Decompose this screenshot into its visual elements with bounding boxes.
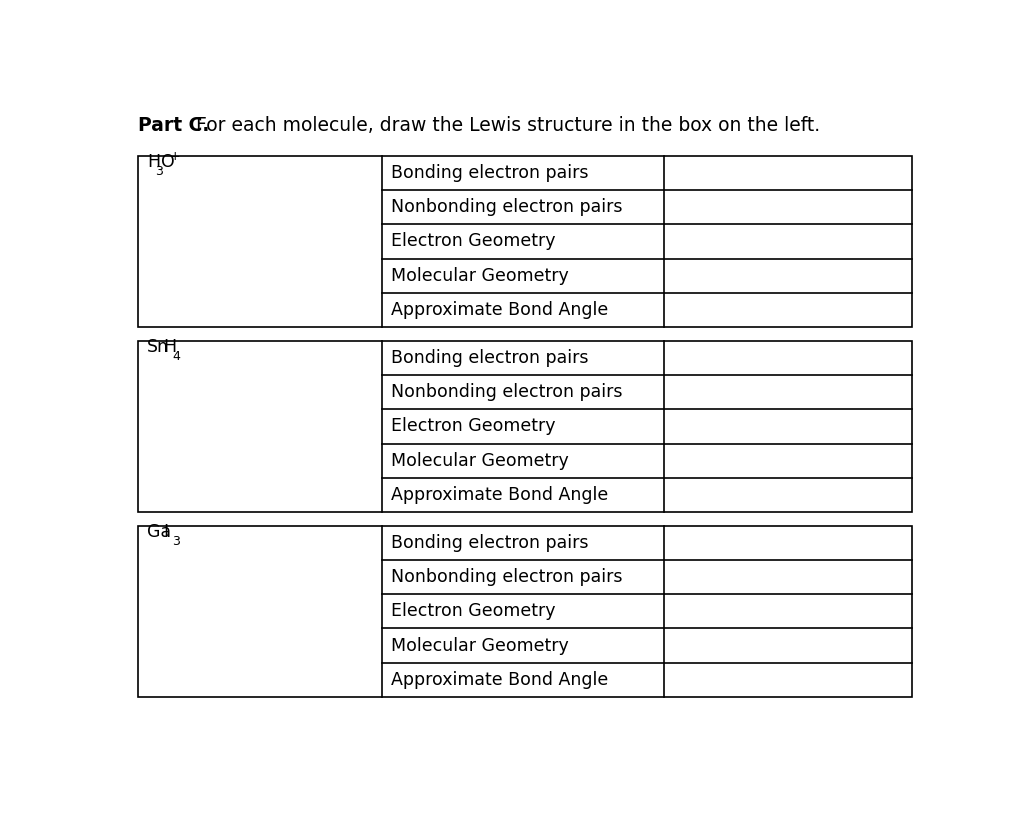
Text: Bonding electron pairs: Bonding electron pairs [391, 534, 589, 552]
Text: Electron Geometry: Electron Geometry [391, 233, 556, 251]
Text: Part C.: Part C. [137, 116, 209, 135]
Text: Sn: Sn [147, 338, 169, 356]
Text: Approximate Bond Angle: Approximate Bond Angle [391, 301, 608, 319]
Text: I: I [164, 523, 169, 541]
Text: Approximate Bond Angle: Approximate Bond Angle [391, 486, 608, 504]
Text: For each molecule, draw the Lewis structure in the box on the left.: For each molecule, draw the Lewis struct… [190, 116, 820, 135]
Text: Nonbonding electron pairs: Nonbonding electron pairs [391, 383, 623, 401]
Text: Molecular Geometry: Molecular Geometry [391, 266, 568, 284]
Text: Electron Geometry: Electron Geometry [391, 417, 556, 435]
Text: Molecular Geometry: Molecular Geometry [391, 452, 568, 470]
Text: Molecular Geometry: Molecular Geometry [391, 636, 568, 654]
Text: Nonbonding electron pairs: Nonbonding electron pairs [391, 568, 623, 586]
Text: H: H [147, 154, 160, 172]
Text: Nonbonding electron pairs: Nonbonding electron pairs [391, 199, 623, 217]
Text: H: H [164, 338, 177, 356]
Text: Bonding electron pairs: Bonding electron pairs [391, 164, 589, 182]
Text: Approximate Bond Angle: Approximate Bond Angle [391, 671, 608, 689]
Text: 3: 3 [156, 165, 163, 178]
Bar [137, 341, 912, 512]
Text: Bonding electron pairs: Bonding electron pairs [391, 349, 589, 367]
Bar [137, 156, 912, 327]
Text: +: + [170, 150, 180, 163]
Text: Ga: Ga [147, 523, 171, 541]
Text: Electron Geometry: Electron Geometry [391, 602, 556, 620]
Bar [137, 526, 912, 697]
Text: 3: 3 [172, 534, 180, 547]
Text: 4: 4 [172, 350, 180, 363]
Text: O: O [162, 154, 175, 172]
